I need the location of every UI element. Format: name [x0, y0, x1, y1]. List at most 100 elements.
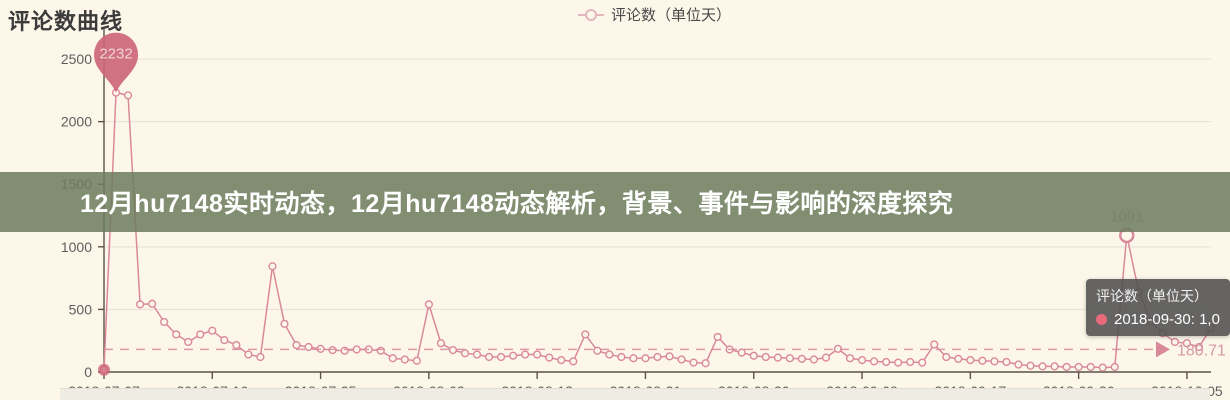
data-point[interactable] — [244, 350, 253, 359]
data-point[interactable] — [942, 352, 951, 362]
data-point[interactable] — [713, 332, 722, 342]
data-point[interactable] — [545, 353, 554, 362]
data-point[interactable] — [376, 346, 385, 355]
data-point[interactable] — [701, 359, 710, 368]
data-point[interactable] — [1086, 362, 1095, 372]
data-point[interactable] — [1098, 363, 1107, 372]
data-point[interactable] — [1026, 361, 1035, 370]
data-point[interactable] — [593, 346, 602, 355]
data-point[interactable] — [436, 339, 446, 348]
data-point[interactable] — [232, 340, 241, 350]
data-point[interactable] — [400, 355, 409, 364]
data-point[interactable] — [882, 357, 891, 367]
chart-legend[interactable]: 评论数（单位天） — [578, 4, 731, 25]
data-point[interactable] — [1038, 362, 1047, 371]
data-point[interactable] — [737, 348, 746, 357]
y-axis-tick-label: 2500 — [61, 51, 92, 67]
data-point[interactable] — [629, 354, 638, 363]
data-point[interactable] — [388, 354, 397, 363]
data-point[interactable] — [448, 345, 458, 355]
data-point[interactable] — [460, 349, 470, 358]
data-point[interactable] — [1110, 362, 1119, 372]
data-point[interactable] — [208, 326, 217, 335]
data-point[interactable] — [292, 340, 301, 350]
data-point[interactable] — [749, 351, 758, 360]
page-title: 评论数曲线 — [8, 9, 124, 34]
data-point[interactable] — [1182, 339, 1192, 348]
data-point[interactable] — [484, 352, 494, 362]
data-point[interactable] — [821, 353, 831, 362]
data-point[interactable] — [172, 330, 181, 339]
data-point[interactable] — [256, 352, 265, 362]
data-point[interactable] — [869, 357, 879, 366]
tooltip-row: 2018-09-30: 1,0 — [1096, 311, 1220, 328]
datazoom-slider[interactable] — [60, 388, 1210, 400]
data-point[interactable] — [569, 357, 578, 366]
data-point[interactable] — [966, 356, 975, 365]
data-point[interactable] — [280, 319, 289, 328]
max-pin-marker-icon[interactable] — [94, 32, 139, 93]
y-axis-tick-label: 0 — [84, 364, 92, 380]
average-value-label: 180.71 — [1177, 342, 1226, 359]
data-point[interactable] — [184, 337, 193, 347]
data-point[interactable] — [268, 262, 277, 271]
data-point[interactable] — [135, 300, 145, 309]
data-point[interactable] — [148, 299, 157, 308]
chart-tooltip: 评论数（单位天） 2018-09-30: 1,0 — [1086, 279, 1230, 336]
data-point[interactable] — [509, 351, 518, 360]
data-point[interactable] — [1194, 342, 1204, 352]
y-axis-tick-label: 2000 — [61, 114, 92, 130]
data-point[interactable] — [761, 352, 770, 362]
data-point[interactable] — [1170, 337, 1180, 347]
data-point[interactable] — [340, 346, 349, 355]
data-point[interactable] — [689, 358, 698, 367]
data-point[interactable] — [785, 354, 794, 363]
data-point[interactable] — [954, 354, 963, 363]
y-axis-tick-label: 1000 — [61, 239, 92, 255]
data-point[interactable] — [581, 330, 590, 339]
data-point[interactable] — [809, 355, 819, 364]
data-point[interactable] — [641, 354, 650, 363]
chart-average-markline: 180.71 — [104, 341, 1226, 359]
tooltip-series-dot-icon — [1096, 314, 1107, 325]
data-point[interactable] — [1050, 362, 1059, 371]
data-point[interactable] — [557, 356, 566, 365]
data-point[interactable] — [496, 352, 506, 362]
data-point[interactable] — [220, 335, 229, 345]
data-point[interactable] — [857, 356, 867, 365]
data-point[interactable] — [773, 353, 782, 362]
data-point[interactable] — [894, 358, 903, 367]
data-point[interactable] — [196, 330, 205, 339]
data-point[interactable] — [617, 352, 626, 362]
data-point[interactable] — [472, 350, 482, 359]
line-circle-icon — [578, 8, 604, 22]
tooltip-title: 评论数（单位天） — [1096, 288, 1208, 304]
data-point[interactable] — [1062, 362, 1071, 372]
tooltip-series-value: 2018-09-30: 1,0 — [1114, 311, 1220, 328]
data-point[interactable] — [797, 354, 806, 363]
data-point[interactable] — [424, 300, 433, 309]
data-point[interactable] — [990, 357, 999, 366]
data-point[interactable] — [1002, 357, 1011, 367]
data-point[interactable] — [521, 350, 530, 359]
data-point[interactable] — [906, 357, 915, 367]
data-point[interactable] — [412, 356, 421, 365]
data-point[interactable] — [1014, 360, 1023, 369]
data-point[interactable] — [160, 317, 169, 327]
data-point[interactable] — [352, 345, 361, 354]
data-point[interactable] — [653, 352, 662, 362]
data-point[interactable] — [677, 355, 686, 364]
data-point[interactable] — [918, 358, 927, 367]
y-axis-tick-label: 500 — [69, 301, 93, 317]
data-point[interactable] — [1074, 362, 1083, 372]
data-point[interactable] — [978, 356, 987, 365]
data-point[interactable] — [605, 350, 614, 359]
data-point[interactable] — [304, 342, 313, 352]
data-point[interactable] — [123, 91, 133, 100]
data-point[interactable] — [665, 352, 674, 361]
data-point[interactable] — [930, 340, 939, 349]
data-point[interactable] — [845, 354, 855, 363]
start-point-marker[interactable] — [98, 363, 110, 376]
data-point[interactable] — [533, 350, 542, 359]
